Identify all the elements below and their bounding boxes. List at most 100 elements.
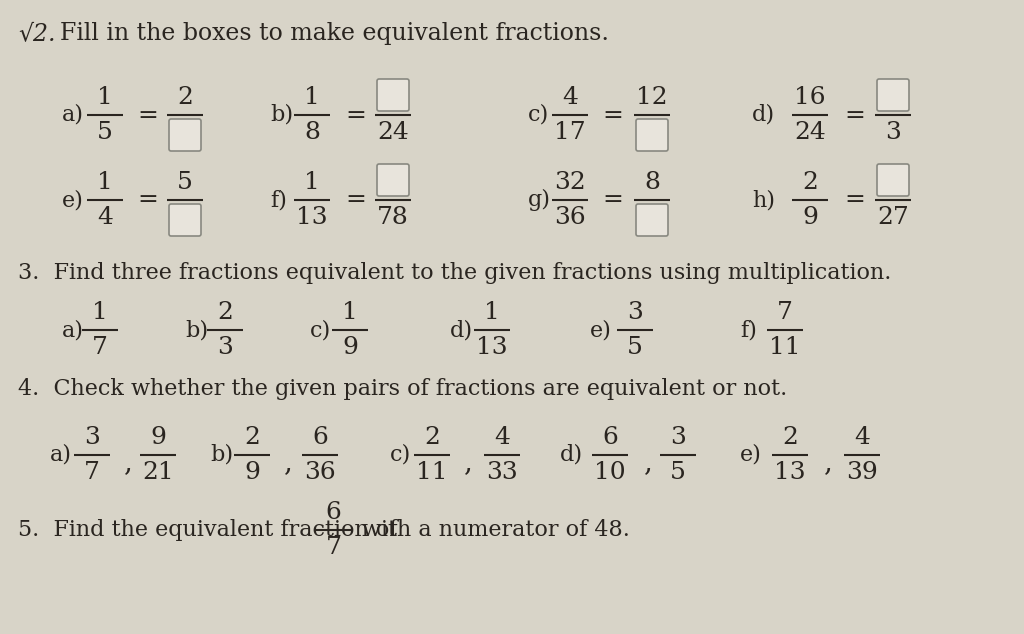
Text: 6: 6 [312,426,328,449]
Text: a): a) [50,444,72,466]
Text: d): d) [560,444,583,466]
Text: 9: 9 [244,461,260,484]
Text: 36: 36 [304,461,336,484]
Text: 4: 4 [854,426,870,449]
Text: d): d) [752,104,775,126]
Text: 3: 3 [84,426,100,449]
Text: b): b) [185,319,208,341]
Text: 2: 2 [244,426,260,449]
Text: 1: 1 [304,171,319,194]
Text: 39: 39 [846,461,878,484]
Text: ,: , [284,450,293,477]
Text: 2: 2 [177,86,193,109]
Text: 3: 3 [670,426,686,449]
Text: 9: 9 [802,206,818,229]
FancyBboxPatch shape [169,119,201,151]
Text: 12: 12 [636,86,668,109]
Text: 7: 7 [84,461,100,484]
Text: =: = [345,103,367,127]
Text: 21: 21 [142,461,174,484]
Text: 13: 13 [774,461,806,484]
Text: c): c) [528,104,549,126]
Text: 4: 4 [494,426,510,449]
Text: 24: 24 [377,121,409,144]
Text: =: = [845,188,865,212]
Text: ,: , [643,450,652,477]
Text: =: = [137,103,159,127]
Text: 6: 6 [326,501,341,524]
Text: 16: 16 [795,86,825,109]
Text: =: = [345,188,367,212]
Text: 7: 7 [326,536,341,559]
Text: ,: , [124,450,132,477]
Text: 8: 8 [304,121,319,144]
Text: =: = [602,103,624,127]
Text: 13: 13 [296,206,328,229]
Text: 1: 1 [342,301,357,324]
Text: 13: 13 [476,336,508,359]
Text: 5: 5 [627,336,643,359]
Text: f): f) [270,189,287,211]
FancyBboxPatch shape [377,79,409,111]
Text: 2: 2 [424,426,440,449]
Text: 24: 24 [795,121,826,144]
Text: 5: 5 [670,461,686,484]
FancyBboxPatch shape [636,204,668,236]
Text: c): c) [310,319,331,341]
FancyBboxPatch shape [377,164,409,196]
Text: 27: 27 [878,206,909,229]
Text: f): f) [740,319,757,341]
Text: 78: 78 [377,206,409,229]
Text: 1: 1 [304,86,319,109]
Text: 9: 9 [151,426,166,449]
Text: e): e) [62,189,84,211]
Text: b): b) [270,104,293,126]
Text: h): h) [752,189,775,211]
Text: e): e) [590,319,612,341]
Text: c): c) [390,444,412,466]
Text: 6: 6 [602,426,617,449]
Text: 1: 1 [97,86,113,109]
Text: 33: 33 [486,461,518,484]
Text: 2: 2 [782,426,798,449]
Text: with a numerator of 48.: with a numerator of 48. [361,519,630,541]
Text: 10: 10 [594,461,626,484]
Text: 4.  Check whether the given pairs of fractions are equivalent or not.: 4. Check whether the given pairs of frac… [18,378,787,400]
Text: 3: 3 [885,121,901,144]
Text: e): e) [740,444,762,466]
Text: g): g) [528,189,551,211]
Text: 11: 11 [769,336,801,359]
FancyBboxPatch shape [877,79,909,111]
Text: 2: 2 [802,171,818,194]
Text: 3.  Find three fractions equivalent to the given fractions using multiplication.: 3. Find three fractions equivalent to th… [18,262,891,284]
Text: =: = [845,103,865,127]
Text: 11: 11 [416,461,447,484]
Text: 3: 3 [217,336,232,359]
Text: √2.: √2. [18,22,55,45]
FancyBboxPatch shape [877,164,909,196]
Text: 17: 17 [554,121,586,144]
Text: 5: 5 [97,121,113,144]
Text: 1: 1 [97,171,113,194]
Text: 5: 5 [177,171,193,194]
Text: 36: 36 [554,206,586,229]
Text: 1: 1 [484,301,500,324]
Text: Fill in the boxes to make equivalent fractions.: Fill in the boxes to make equivalent fra… [60,22,609,45]
Text: d): d) [450,319,473,341]
Text: 4: 4 [562,86,578,109]
Text: =: = [137,188,159,212]
Text: b): b) [210,444,233,466]
Text: 2: 2 [217,301,232,324]
Text: 9: 9 [342,336,358,359]
Text: 32: 32 [554,171,586,194]
Text: 7: 7 [92,336,108,359]
Text: =: = [602,188,624,212]
Text: 8: 8 [644,171,659,194]
Text: 5.  Find the equivalent fraction of: 5. Find the equivalent fraction of [18,519,397,541]
Text: a): a) [62,104,84,126]
Text: a): a) [62,319,84,341]
FancyBboxPatch shape [169,204,201,236]
Text: 4: 4 [97,206,113,229]
Text: 3: 3 [627,301,643,324]
Text: ,: , [464,450,472,477]
